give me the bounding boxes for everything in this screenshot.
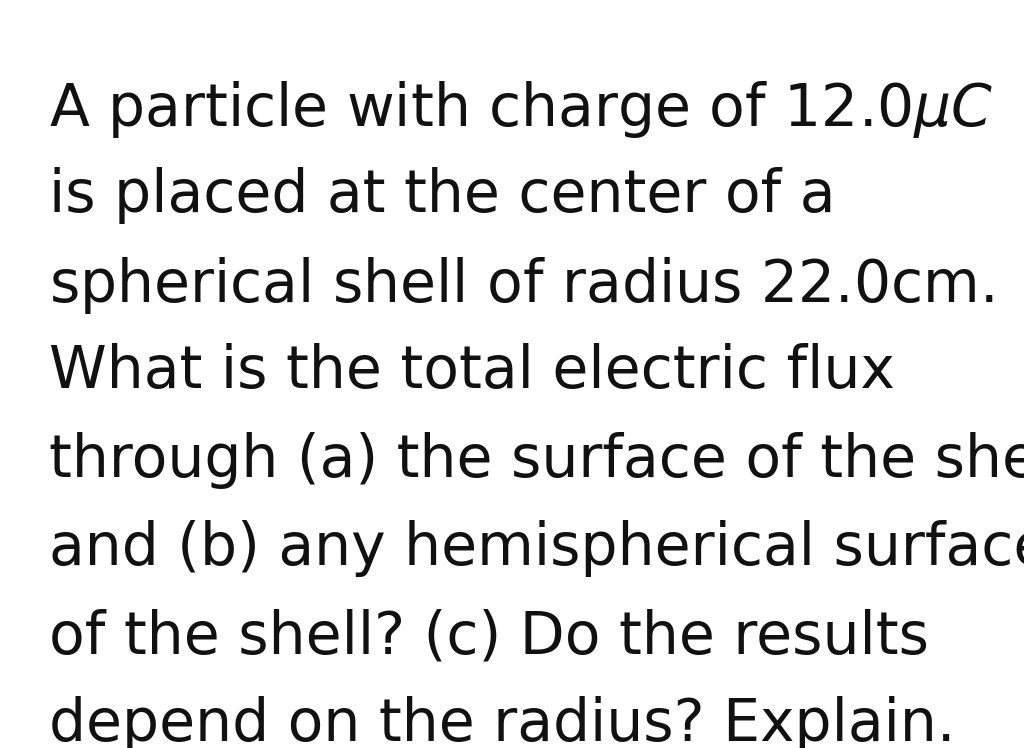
Text: What is the total electric flux: What is the total electric flux: [49, 343, 895, 400]
Text: spherical shell of radius $22.0\mathrm{cm}$.: spherical shell of radius $22.0\mathrm{c…: [49, 255, 993, 316]
Text: is placed at the center of a: is placed at the center of a: [49, 167, 836, 224]
Text: through (a) the surface of the shell: through (a) the surface of the shell: [49, 432, 1024, 488]
Text: A particle with charge of $12.0\mu C$: A particle with charge of $12.0\mu C$: [49, 79, 993, 140]
Text: of the shell? (c) Do the results: of the shell? (c) Do the results: [49, 608, 929, 665]
Text: depend on the radius? Explain.: depend on the radius? Explain.: [49, 696, 955, 748]
Text: and (b) any hemispherical surface: and (b) any hemispherical surface: [49, 520, 1024, 577]
